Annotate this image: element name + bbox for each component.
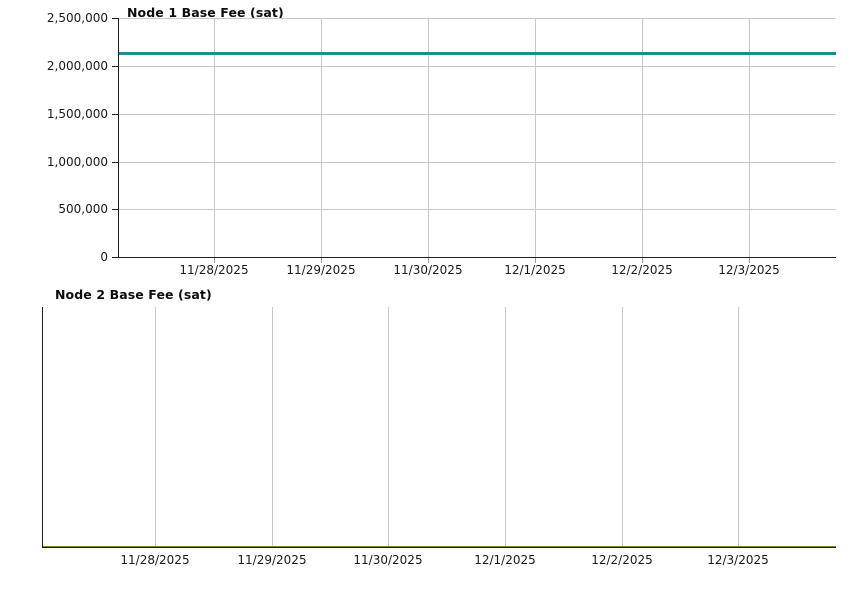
- x-tick-label-12-3-2025: 12/3/2025: [707, 553, 769, 567]
- gridline-v-12-1-2025: [505, 307, 506, 547]
- plot-area-node-1: [118, 18, 836, 257]
- x-tick-12-3-2025: [749, 258, 750, 263]
- x-tick-label-11-29-2025: 11/29/2025: [286, 263, 356, 277]
- gridline-v-12-3-2025: [749, 18, 750, 257]
- y-tick-label-1500000: 1,500,000: [46, 107, 108, 121]
- gridline-v-11-29-2025: [272, 307, 273, 547]
- y-tick-0: [112, 257, 118, 258]
- y-axis-node-1: [118, 18, 119, 258]
- x-tick-label-12-2-2025: 12/2/2025: [591, 553, 653, 567]
- x-tick-label-12-1-2025: 12/1/2025: [474, 553, 536, 567]
- x-tick-label-11-29-2025: 11/29/2025: [237, 553, 307, 567]
- x-tick-label-11-30-2025: 11/30/2025: [353, 553, 423, 567]
- x-tick-12-2-2025: [642, 258, 643, 263]
- y-tick-500000: [112, 209, 118, 210]
- x-axis-node-2: [42, 547, 836, 548]
- gridline-v-12-2-2025: [622, 307, 623, 547]
- gridline-h-1000000: [118, 162, 836, 163]
- gridline-v-11-29-2025: [321, 18, 322, 257]
- y-tick-label-500000: 500,000: [58, 202, 108, 216]
- series-line-node-1: [118, 52, 836, 55]
- gridline-h-2500000: [118, 18, 836, 19]
- x-tick-label-12-2-2025: 12/2/2025: [611, 263, 673, 277]
- gridline-v-12-2-2025: [642, 18, 643, 257]
- gridline-v-12-1-2025: [535, 18, 536, 257]
- gridline-v-11-30-2025: [388, 307, 389, 547]
- x-tick-label-11-30-2025: 11/30/2025: [393, 263, 463, 277]
- gridline-v-12-3-2025: [738, 307, 739, 547]
- gridline-h-1500000: [118, 114, 836, 115]
- y-tick-label-2000000: 2,000,000: [46, 59, 108, 73]
- y-tick-1000000: [112, 162, 118, 163]
- x-tick-11-29-2025: [321, 258, 322, 263]
- y-tick-label-0: 0: [100, 250, 108, 264]
- x-tick-label-12-1-2025: 12/1/2025: [504, 263, 566, 277]
- x-axis-node-1: [118, 257, 836, 258]
- y-tick-2000000: [112, 66, 118, 67]
- x-tick-label-11-28-2025: 11/28/2025: [120, 553, 190, 567]
- y-tick-label-1000000: 1,000,000: [46, 155, 108, 169]
- x-tick-label-12-3-2025: 12/3/2025: [718, 263, 780, 277]
- x-tick-label-11-28-2025: 11/28/2025: [179, 263, 249, 277]
- x-tick-11-30-2025: [428, 258, 429, 263]
- gridline-v-11-28-2025: [214, 18, 215, 257]
- gridline-v-11-28-2025: [155, 307, 156, 547]
- gridline-h-500000: [118, 209, 836, 210]
- chart-title-node-1: Node 1 Base Fee (sat): [127, 5, 284, 20]
- gridline-h-2000000: [118, 66, 836, 67]
- plot-area-node-2: [42, 307, 836, 548]
- y-tick-label-2500000: 2,500,000: [46, 11, 108, 25]
- y-axis-node-2: [42, 307, 43, 548]
- x-tick-12-1-2025: [535, 258, 536, 263]
- chart-title-node-2: Node 2 Base Fee (sat): [55, 287, 212, 302]
- gridline-v-11-30-2025: [428, 18, 429, 257]
- x-tick-11-28-2025: [214, 258, 215, 263]
- y-tick-1500000: [112, 114, 118, 115]
- y-tick-2500000: [112, 18, 118, 19]
